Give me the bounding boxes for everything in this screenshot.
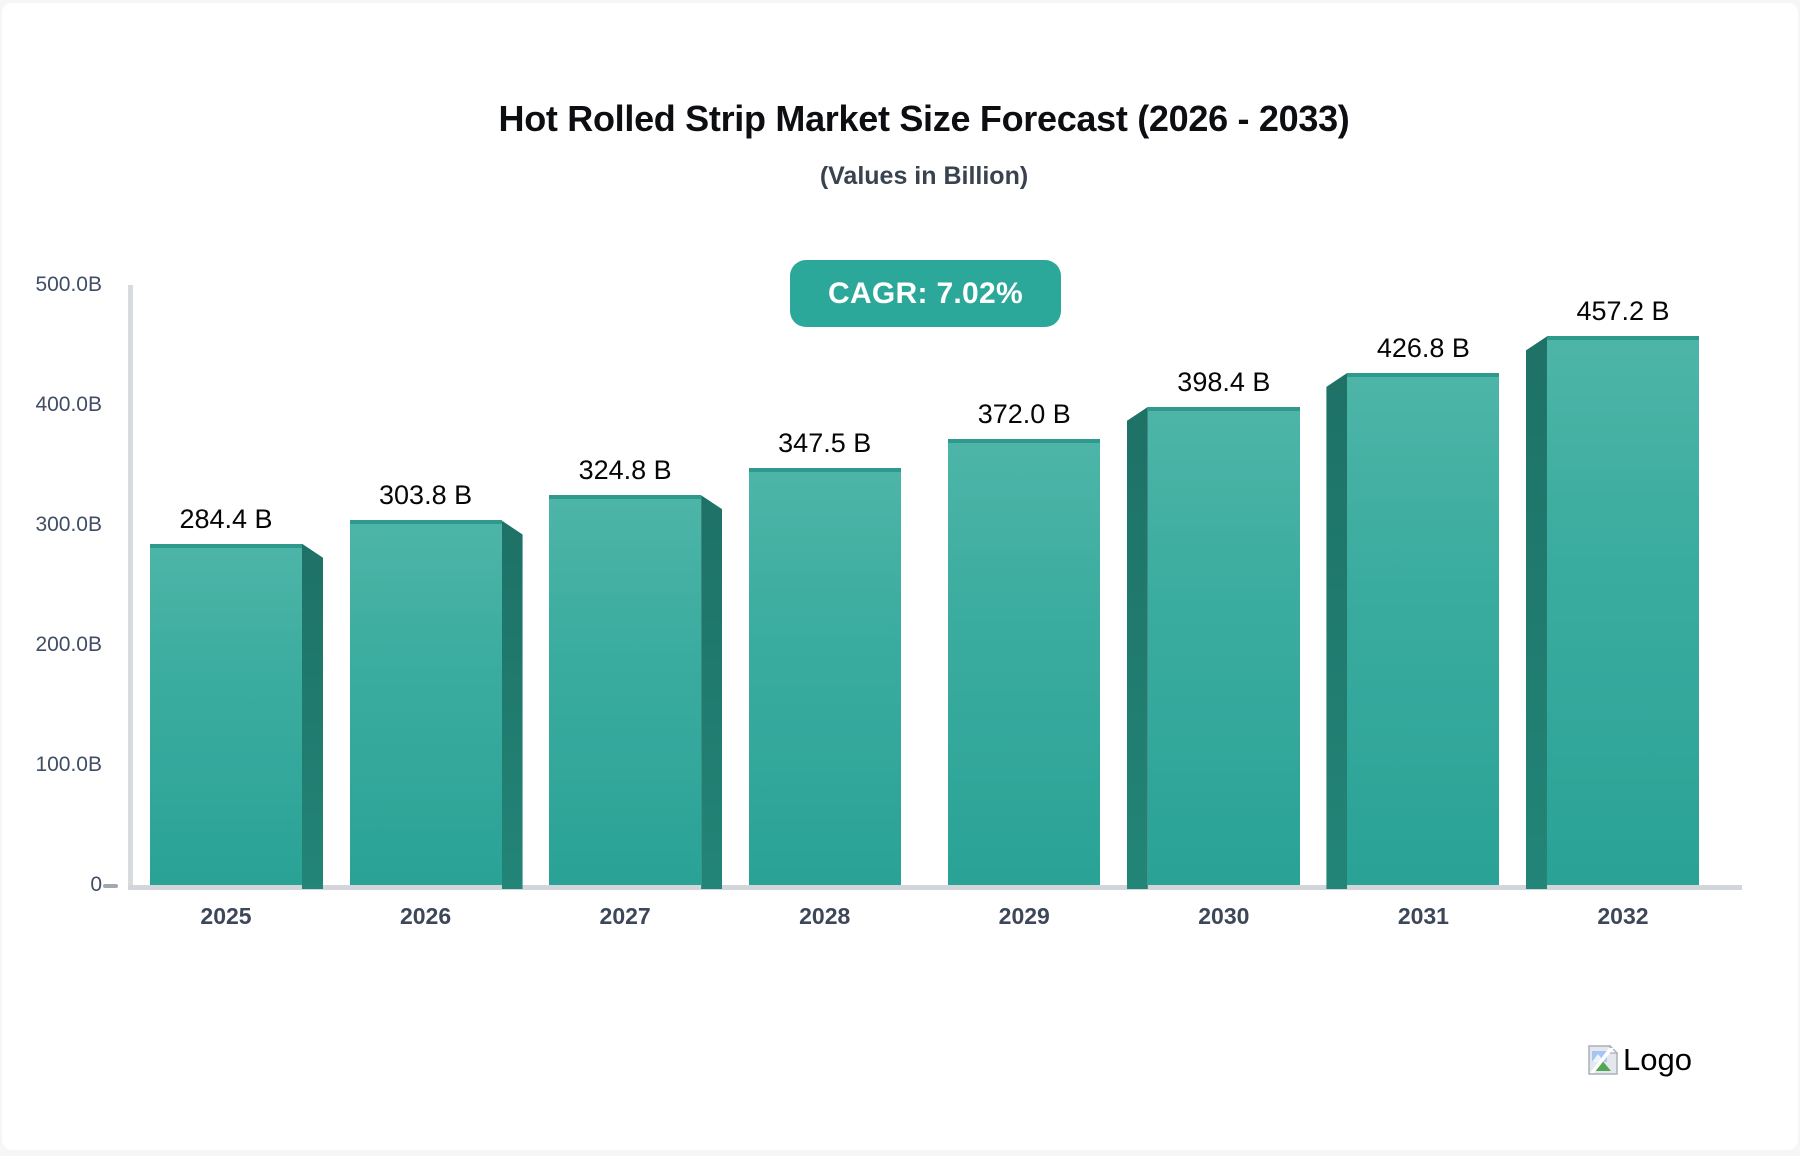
- x-axis-line: [128, 885, 1742, 890]
- chart-subtitle: (Values in Billion): [819, 162, 1029, 190]
- x-axis-label: 2030: [1198, 903, 1250, 929]
- bar: [1147, 406, 1300, 885]
- y-tick-label: 400.0B: [35, 393, 102, 416]
- x-axis-label: 2027: [599, 903, 651, 929]
- bar-value-label: 457.2 B: [1576, 296, 1670, 327]
- x-axis-label: 2028: [799, 903, 851, 929]
- bar-3d-side: [1326, 372, 1348, 889]
- cagr-badge: CAGR: 7.02%: [790, 260, 1061, 327]
- logo-text: Logo: [1623, 1042, 1692, 1077]
- y-tick-label: 100.0B: [35, 753, 102, 776]
- bar-3d-side: [1525, 336, 1547, 889]
- y-tick-label: 500.0B: [35, 273, 102, 296]
- logo: Logo: [1585, 1038, 1692, 1082]
- bar: [1347, 372, 1500, 885]
- bar: [748, 468, 901, 885]
- y-tick-label: 200.0B: [35, 633, 102, 656]
- chart-title: Hot Rolled Strip Market Size Forecast (2…: [498, 98, 1350, 139]
- bar-value-label: 372.0 B: [977, 398, 1071, 429]
- bar-value-label: 426.8 B: [1376, 332, 1470, 363]
- y-axis-line: [128, 285, 133, 890]
- icon-slash: [1590, 1047, 1615, 1073]
- bar: [948, 438, 1101, 885]
- bar-value-label: 303.8 B: [379, 480, 473, 511]
- x-axis-label: 2025: [200, 903, 252, 929]
- bar: [1546, 336, 1699, 885]
- y-tick-label: 300.0B: [35, 513, 102, 536]
- bar-3d-side: [701, 495, 723, 889]
- bar-value-label: 398.4 B: [1177, 366, 1271, 397]
- y-tick-label: 0: [90, 873, 102, 896]
- x-axis-label: 2031: [1397, 903, 1449, 929]
- bar: [349, 520, 502, 885]
- bar-value-label: 284.4 B: [179, 503, 273, 534]
- x-axis-label: 2029: [998, 903, 1050, 929]
- bar: [549, 495, 702, 885]
- bar-3d-side: [501, 520, 523, 889]
- zero-tick-mark: [103, 884, 118, 888]
- x-axis-label: 2032: [1597, 903, 1649, 929]
- bar-value-label: 347.5 B: [778, 428, 872, 458]
- bar-value-label: 324.8 B: [578, 455, 672, 486]
- x-axis-label: 2026: [399, 903, 452, 929]
- broken-image-icon: [1588, 1044, 1619, 1075]
- bar-3d-side: [1126, 406, 1148, 889]
- bar: [150, 543, 302, 885]
- bar-3d-side: [302, 543, 323, 889]
